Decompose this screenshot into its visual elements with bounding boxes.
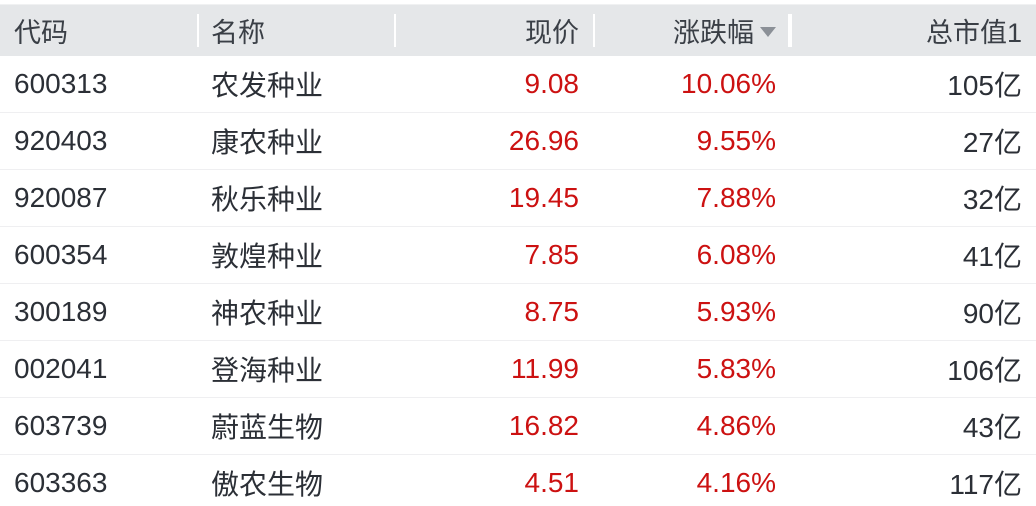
cell-change: 4.86%	[593, 397, 790, 455]
cell-price: 19.45	[394, 169, 593, 227]
table-row[interactable]: 002041 登海种业 11.99 5.83% 106亿	[0, 340, 1036, 398]
cell-change: 5.93%	[593, 283, 790, 341]
column-header-name[interactable]: 名称	[197, 5, 394, 56]
cell-market-cap: 41亿	[790, 226, 1036, 284]
table-row[interactable]: 600313 农发种业 9.08 10.06% 105亿	[0, 56, 1036, 113]
cell-code: 600354	[0, 226, 197, 284]
cell-market-cap: 90亿	[790, 283, 1036, 341]
column-header-change-percent-label: 涨跌幅	[673, 18, 754, 48]
cell-code: 920403	[0, 112, 197, 170]
cell-change: 10.06%	[593, 56, 790, 113]
table-row[interactable]: 920087 秋乐种业 19.45 7.88% 32亿	[0, 169, 1036, 227]
cell-price: 7.85	[394, 226, 593, 284]
table-row[interactable]: 603739 蔚蓝生物 16.82 4.86% 43亿	[0, 397, 1036, 455]
cell-price: 11.99	[394, 340, 593, 398]
cell-market-cap: 105亿	[790, 56, 1036, 113]
cell-price: 26.96	[394, 112, 593, 170]
column-header-price[interactable]: 现价	[394, 5, 593, 56]
cell-price: 4.51	[394, 454, 593, 506]
column-header-market-cap-label: 总市值1	[925, 18, 1022, 48]
cell-market-cap: 32亿	[790, 169, 1036, 227]
cell-name: 蔚蓝生物	[197, 397, 394, 455]
cell-price: 9.08	[394, 56, 593, 113]
table-header: 代码 名称 现价 涨跌幅	[0, 5, 1036, 56]
cell-market-cap: 43亿	[790, 397, 1036, 455]
table-row[interactable]: 300189 神农种业 8.75 5.93% 90亿	[0, 283, 1036, 341]
cell-code: 603363	[0, 454, 197, 506]
column-header-code-label: 代码	[14, 18, 68, 48]
column-header-change-percent[interactable]: 涨跌幅	[593, 5, 790, 56]
cell-market-cap: 117亿	[790, 454, 1036, 506]
cell-code: 002041	[0, 340, 197, 398]
cell-change: 7.88%	[593, 169, 790, 227]
cell-price: 8.75	[394, 283, 593, 341]
table-header-row: 代码 名称 现价 涨跌幅	[0, 5, 1036, 56]
cell-code: 600313	[0, 56, 197, 113]
cell-change: 9.55%	[593, 112, 790, 170]
cell-market-cap: 106亿	[790, 340, 1036, 398]
cell-name: 敦煌种业	[197, 226, 394, 284]
cell-market-cap: 27亿	[790, 112, 1036, 170]
cell-name: 登海种业	[197, 340, 394, 398]
column-header-name-label: 名称	[211, 18, 265, 48]
cell-change: 6.08%	[593, 226, 790, 284]
cell-price: 16.82	[394, 397, 593, 455]
column-header-price-label: 现价	[525, 18, 579, 48]
cell-change: 4.16%	[593, 454, 790, 506]
column-header-code[interactable]: 代码	[0, 5, 197, 56]
table-row[interactable]: 600354 敦煌种业 7.85 6.08% 41亿	[0, 226, 1036, 284]
top-edge-strip	[0, 0, 1036, 5]
table-row[interactable]: 603363 傲农生物 4.51 4.16% 117亿	[0, 454, 1036, 506]
cell-code: 920087	[0, 169, 197, 227]
cell-change: 5.83%	[593, 340, 790, 398]
cell-name: 康农种业	[197, 112, 394, 170]
stock-table: 代码 名称 现价 涨跌幅	[0, 5, 1036, 506]
cell-name: 农发种业	[197, 56, 394, 113]
column-header-market-cap[interactable]: 总市值1	[790, 5, 1036, 56]
table-row[interactable]: 920403 康农种业 26.96 9.55% 27亿	[0, 112, 1036, 170]
cell-code: 300189	[0, 283, 197, 341]
cell-name: 傲农生物	[197, 454, 394, 506]
table-body: 600313 农发种业 9.08 10.06% 105亿 920403 康农种业…	[0, 56, 1036, 506]
sort-descending-caret-icon[interactable]	[760, 26, 776, 37]
cell-name: 秋乐种业	[197, 169, 394, 227]
cell-name: 神农种业	[197, 283, 394, 341]
cell-code: 603739	[0, 397, 197, 455]
